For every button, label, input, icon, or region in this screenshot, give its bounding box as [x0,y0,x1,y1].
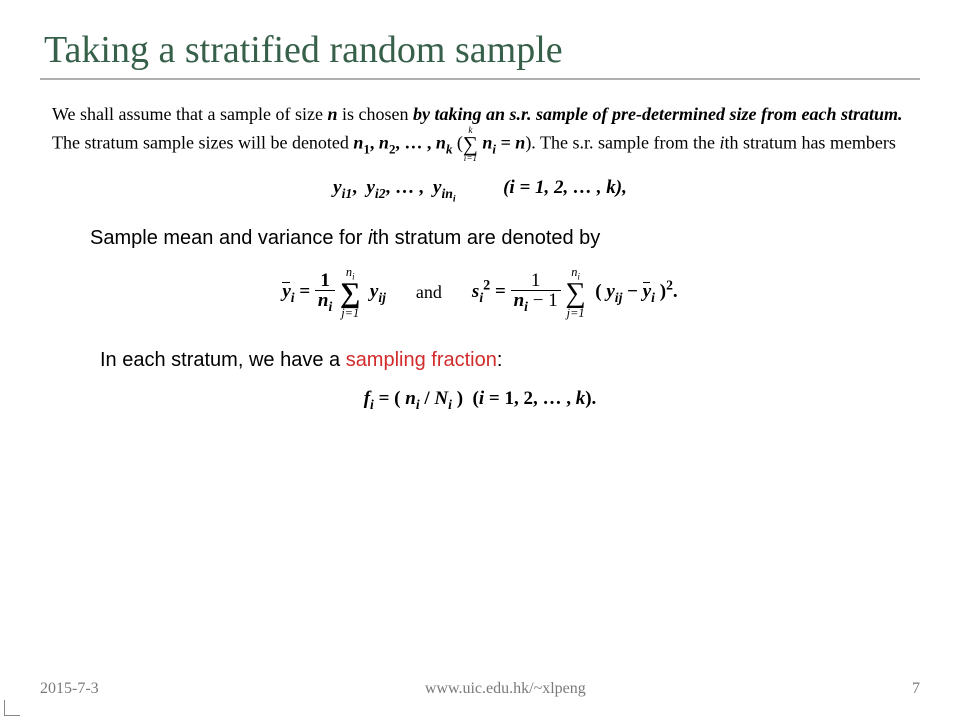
sf-red: sampling fraction [346,349,497,371]
and-label: and [416,282,442,303]
members-formula: yi1, yi2, … , yini (i = 1, 2, … , k), [40,177,920,205]
mean-variance-text: Sample mean and variance for ith stratum… [90,227,920,250]
p1-pc: ). The s.r. sample from the [525,133,719,153]
p1-n2: n [379,133,389,153]
sigma-icon: ∑ [463,135,478,154]
footer: 2015-7-3 www.uic.edu.hk/~xlpeng 7 [40,680,920,698]
y2: y [366,177,374,198]
y1: y [333,177,341,198]
yns: ini [441,186,455,201]
sampling-fraction-formula: fi = ( ni / Ni ) (i = 1, 2, … , k). [40,388,920,413]
mv-t2: th stratum are denoted by [372,227,600,249]
variance-formula: si2 = 1ni − 1 ni∑j=1 ( yij − yi )2. [472,266,678,319]
p1-n1: n [353,133,363,153]
range: (i = 1, 2, … , k), [503,177,627,198]
footer-page: 7 [912,680,920,698]
p1-c1: , [370,133,379,153]
p1-nk: n [436,133,446,153]
p1-sum: k∑i=1 [463,126,478,163]
yns-b: i [453,194,456,205]
p1-po: ( [452,133,463,153]
p1-t2: is chosen [337,104,413,124]
p1-t1: We shall assume that a sample of size [52,104,327,124]
y2s: i2 [375,186,386,201]
mean-var-formulas: yi = 1ni ni∑j=1 yij and si2 = 1ni − 1 ni… [40,266,920,319]
sf-t1: In each stratum, we have a [100,349,346,371]
p1-eq: = n [496,133,525,153]
corner-mark-icon [4,700,20,716]
sampling-fraction-text: In each stratum, we have a sampling frac… [100,349,920,372]
mean-formula: yi = 1ni ni∑j=1 yij [282,266,386,319]
sf-eq: = ( ni / Ni ) (i = 1, 2, … , k). [374,388,596,409]
p1-sumb: n [478,133,493,153]
p1-n: n [327,104,337,124]
paragraph-1: We shall assume that a sample of size n … [52,102,908,163]
yns-a: in [441,186,452,201]
slide-container: Taking a stratified random sample We sha… [0,0,960,720]
y1s: i1 [342,186,353,201]
p1-d: , … , [395,133,436,153]
title-divider [40,78,920,80]
p1-t3: The stratum sample sizes will be denoted [52,133,353,153]
p1-sumbot: i=1 [463,154,478,163]
footer-date: 2015-7-3 [40,680,99,698]
sf-t2: : [497,349,503,371]
mv-t1: Sample mean and variance for [90,227,368,249]
p1-italic: by taking an s.r. sample of pre-determin… [413,104,903,124]
slide-title: Taking a stratified random sample [44,28,920,72]
p1-t4: th stratum has members [724,133,895,153]
footer-url: www.uic.edu.hk/~xlpeng [425,680,586,698]
